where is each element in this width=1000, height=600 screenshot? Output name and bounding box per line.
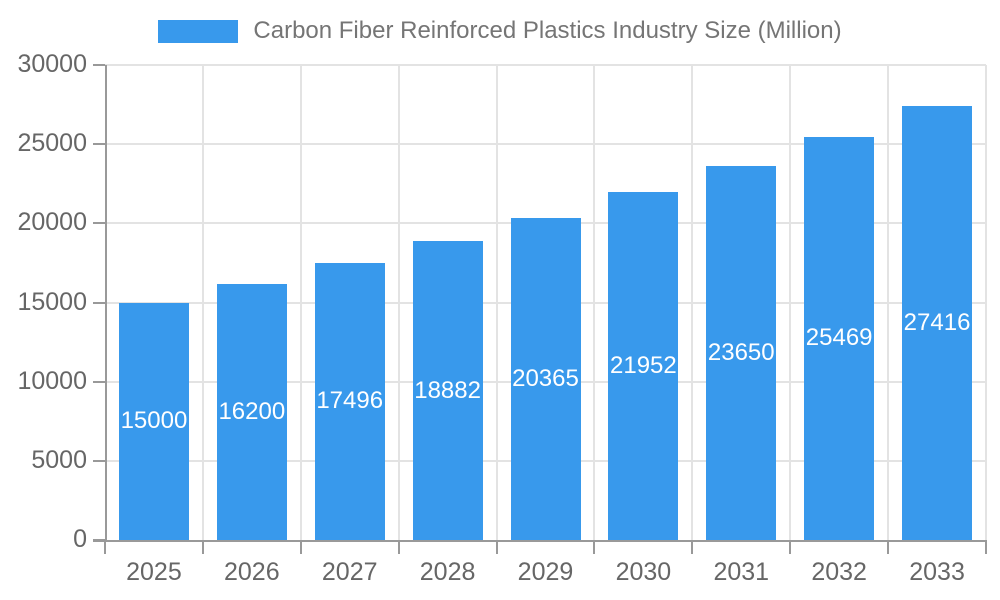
- v-gridline: [397, 65, 400, 540]
- x-axis-line: [93, 540, 986, 542]
- y-axis-line: [105, 65, 107, 542]
- v-gridline: [299, 65, 302, 540]
- y-tick: [93, 222, 105, 225]
- y-tick: [93, 143, 105, 146]
- bar-value-label: 18882: [414, 376, 481, 404]
- bar-2029: [510, 217, 581, 540]
- bar-value-label: 15000: [120, 407, 188, 435]
- x-tick: [397, 540, 400, 554]
- y-tick: [93, 380, 105, 383]
- x-tick: [985, 540, 987, 554]
- bar-value-label: 20365: [512, 364, 579, 392]
- x-tick: [691, 540, 694, 554]
- bar-2028: [412, 241, 483, 540]
- x-tick: [593, 540, 596, 554]
- v-gridline: [593, 65, 596, 540]
- y-tick-label: 30000: [17, 50, 87, 78]
- x-tick-label: 2031: [713, 558, 770, 586]
- x-tick-label: 2030: [615, 558, 672, 586]
- y-tick: [93, 64, 105, 66]
- v-gridline: [985, 65, 987, 540]
- bar-value-label: 23650: [707, 338, 775, 366]
- bar-value-label: 17496: [316, 387, 384, 415]
- x-tick: [887, 540, 890, 554]
- y-tick: [93, 539, 105, 541]
- y-tick-label: 20000: [17, 208, 87, 237]
- bar-2032: [804, 136, 875, 540]
- bar-value-label: 27416: [903, 308, 971, 336]
- bar-value-label: 21952: [610, 352, 677, 380]
- x-tick-label: 2025: [126, 558, 182, 586]
- bar-2026: [216, 283, 287, 540]
- x-tick-label: 2032: [811, 558, 867, 586]
- x-tick-label: 2027: [321, 558, 378, 586]
- y-tick-label: 25000: [17, 129, 87, 158]
- x-tick-label: 2026: [224, 558, 280, 586]
- bar-2027: [314, 262, 385, 540]
- plot-area: 0 5000 10000 15000 20000 25000 30000 2025 2026 20…: [17, 50, 987, 586]
- x-tick: [104, 540, 106, 554]
- v-gridline: [495, 65, 498, 540]
- y-tick: [93, 301, 105, 304]
- bar-2030: [608, 192, 679, 540]
- y-tick-label: 10000: [17, 366, 87, 395]
- legend-item[interactable]: Carbon Fiber Reinforced Plastics Industr…: [0, 17, 1000, 45]
- v-gridline: [691, 65, 694, 540]
- v-gridline: [887, 65, 890, 540]
- x-tick: [201, 540, 204, 554]
- bar-2031: [706, 165, 777, 540]
- v-gridline: [789, 65, 792, 540]
- x-tick: [789, 540, 792, 554]
- y-tick: [93, 459, 105, 462]
- legend-swatch: [158, 19, 239, 43]
- bar-2025: [118, 302, 189, 540]
- x-tick: [495, 540, 498, 554]
- bar-value-label: 16200: [218, 397, 286, 425]
- y-tick-label: 5000: [31, 445, 87, 474]
- x-tick: [299, 540, 302, 554]
- x-tick-label: 2033: [909, 558, 965, 586]
- h-gridline: [105, 143, 986, 146]
- y-tick-label: 0: [73, 525, 87, 553]
- x-tick-label: 2029: [517, 558, 574, 586]
- bar-2033: [902, 105, 973, 540]
- x-tick-label: 2028: [419, 558, 476, 586]
- legend-label: Carbon Fiber Reinforced Plastics Industr…: [253, 17, 842, 44]
- h-gridline: [105, 64, 986, 66]
- y-tick-label: 15000: [17, 287, 87, 316]
- bar-value-label: 25469: [805, 324, 873, 352]
- v-gridline: [201, 65, 204, 540]
